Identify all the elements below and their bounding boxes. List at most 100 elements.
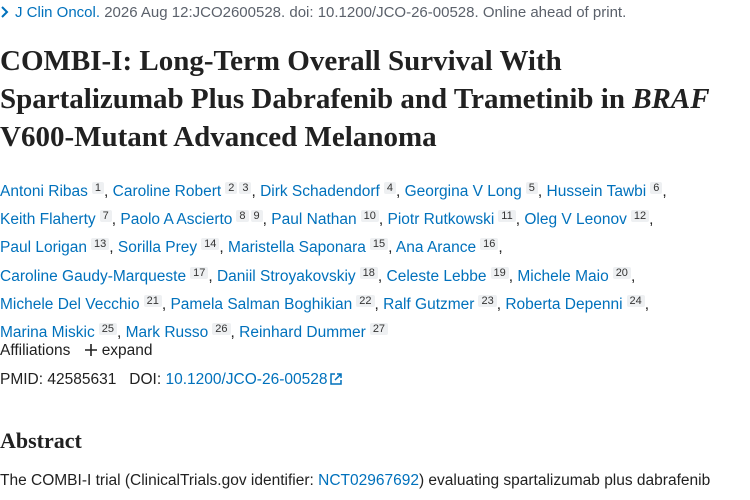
- affiliation-number[interactable]: 3: [239, 182, 252, 194]
- separator: ,: [515, 211, 521, 229]
- separator: ,: [251, 183, 256, 200]
- expand-toggle[interactable]: expand: [84, 342, 153, 359]
- author-link[interactable]: Ralf Gutzmer: [383, 295, 475, 313]
- author-link[interactable]: Georgina V Long: [404, 183, 522, 200]
- affiliations: Affiliations expand: [0, 342, 153, 360]
- affiliation-number[interactable]: 15: [369, 238, 389, 251]
- affiliation-number[interactable]: 9: [250, 210, 263, 223]
- title-italic: BRAF: [632, 83, 710, 115]
- author: Roberta Depenni 24,: [505, 294, 650, 313]
- separator: ,: [644, 295, 650, 313]
- author-link[interactable]: Dirk Schadendorf: [260, 183, 380, 200]
- author: Caroline Gaudy-Marqueste 17,: [0, 266, 213, 285]
- affiliation-number[interactable]: 22: [356, 294, 375, 307]
- author-link[interactable]: Paul Nathan: [271, 211, 357, 229]
- affiliation-number[interactable]: 16: [480, 238, 499, 251]
- author: Reinhard Dummer 27: [239, 323, 389, 342]
- separator: ,: [230, 324, 235, 342]
- pmid-label: PMID:: [0, 371, 44, 388]
- title-text: COMBI-I: Long-Term Overall Survival With…: [0, 45, 625, 115]
- author-link[interactable]: Michele Maio: [517, 267, 609, 285]
- author: Michele Del Vecchio 21,: [0, 294, 166, 313]
- affiliation-number[interactable]: 18: [359, 266, 378, 279]
- affiliation-number[interactable]: 24: [626, 294, 645, 307]
- affiliation-number[interactable]: 17: [190, 266, 209, 279]
- author-link[interactable]: Piotr Rutkowski: [387, 211, 495, 229]
- author: Caroline Robert 2 3,: [112, 182, 256, 200]
- separator: ,: [111, 211, 117, 229]
- affiliation-number[interactable]: 21: [143, 294, 162, 307]
- author-link[interactable]: Pamela Salman Boghikian: [170, 295, 353, 313]
- separator: ,: [395, 183, 401, 200]
- author-link[interactable]: Caroline Robert: [112, 183, 222, 200]
- affiliation-number[interactable]: 4: [383, 182, 396, 194]
- author-link[interactable]: Maristella Saponara: [228, 239, 366, 257]
- affiliation-number[interactable]: 11: [498, 210, 516, 223]
- affiliation-number[interactable]: 27: [369, 323, 389, 336]
- separator: ,: [374, 295, 379, 313]
- affiliation-number[interactable]: 23: [478, 294, 497, 307]
- abstract-text-part: ) evaluating spartalizumab plus dabrafen…: [418, 472, 711, 489]
- author: Paul Nathan 10,: [271, 210, 384, 229]
- separator: ,: [388, 239, 393, 257]
- author-link[interactable]: Roberta Depenni: [505, 295, 623, 313]
- author-link[interactable]: Antoni Ribas: [0, 183, 88, 200]
- affiliation-number[interactable]: 20: [612, 266, 631, 279]
- author: Keith Flaherty 7,: [0, 210, 117, 229]
- author: Oleg V Leonov 12,: [524, 210, 653, 229]
- doi-link[interactable]: 10.1200/JCO-26-00528: [165, 371, 328, 388]
- affiliation-number[interactable]: 26: [212, 323, 231, 336]
- affiliation-number[interactable]: 7: [99, 210, 112, 223]
- author-link[interactable]: Daniil Stroyakovskiy: [216, 267, 356, 285]
- separator: ,: [662, 183, 667, 200]
- author-link[interactable]: Celeste Lebbe: [386, 267, 487, 285]
- author-link[interactable]: Michele Del Vecchio: [0, 295, 140, 313]
- affiliation-number[interactable]: 14: [201, 238, 220, 251]
- separator: ,: [378, 211, 384, 229]
- affiliation-number[interactable]: 13: [91, 238, 110, 251]
- affiliation-number[interactable]: 25: [98, 323, 117, 336]
- separator: ,: [537, 183, 543, 200]
- author-link[interactable]: Oleg V Leonov: [524, 211, 627, 229]
- author: Ralf Gutzmer 23,: [383, 294, 501, 313]
- abstract-text-part: The COMBI-I trial (ClinicalTrials.gov id…: [0, 472, 314, 489]
- trial-link[interactable]: NCT02967692: [318, 472, 419, 489]
- abstract-heading: Abstract: [0, 428, 82, 453]
- author-link[interactable]: Marina Miskic: [0, 324, 95, 342]
- author-link[interactable]: Mark Russo: [125, 324, 209, 342]
- affiliation-number[interactable]: 12: [630, 210, 650, 223]
- author: Georgina V Long 5,: [404, 182, 543, 200]
- affiliation-number[interactable]: 10: [360, 210, 379, 223]
- author: Antoni Ribas 1,: [0, 182, 108, 200]
- separator: ,: [116, 324, 122, 342]
- separator: ,: [109, 239, 114, 257]
- author-link[interactable]: Sorilla Prey: [117, 239, 198, 257]
- abstract-text: The COMBI-I trial (ClinicalTrials.gov id…: [0, 472, 750, 490]
- separator: ,: [219, 239, 224, 257]
- affiliation-number[interactable]: 1: [91, 182, 105, 194]
- affiliation-number[interactable]: 6: [650, 182, 663, 194]
- author: Mark Russo 26,: [125, 323, 235, 342]
- expand-label: expand: [101, 342, 153, 359]
- citation: J Clin Oncol. 2026 Aug 12:JCO2600528. do…: [0, 4, 626, 21]
- author-link[interactable]: Keith Flaherty: [0, 211, 96, 229]
- author-link[interactable]: Hussein Tawbi: [546, 183, 647, 200]
- affiliation-number[interactable]: 5: [525, 182, 538, 194]
- author: Piotr Rutkowski 11,: [387, 210, 521, 229]
- journal-link[interactable]: J Clin Oncol.: [15, 4, 101, 21]
- author-link[interactable]: Paolo A Ascierto: [120, 211, 233, 229]
- affiliation-number[interactable]: 2: [225, 182, 238, 194]
- affiliations-label: Affiliations: [0, 342, 71, 359]
- separator: ,: [208, 267, 213, 285]
- separator: ,: [262, 211, 267, 229]
- author-link[interactable]: Caroline Gaudy-Marqueste: [0, 267, 187, 285]
- author: Paul Lorigan 13,: [0, 238, 114, 257]
- author-link[interactable]: Ana Arance: [395, 239, 477, 257]
- author-link[interactable]: Reinhard Dummer: [239, 324, 366, 342]
- author: Pamela Salman Boghikian 22,: [170, 294, 379, 313]
- author: Ana Arance 16,: [395, 238, 503, 257]
- author-link[interactable]: Paul Lorigan: [0, 239, 88, 257]
- affiliation-number[interactable]: 19: [490, 266, 509, 279]
- affiliation-number[interactable]: 8: [236, 210, 249, 223]
